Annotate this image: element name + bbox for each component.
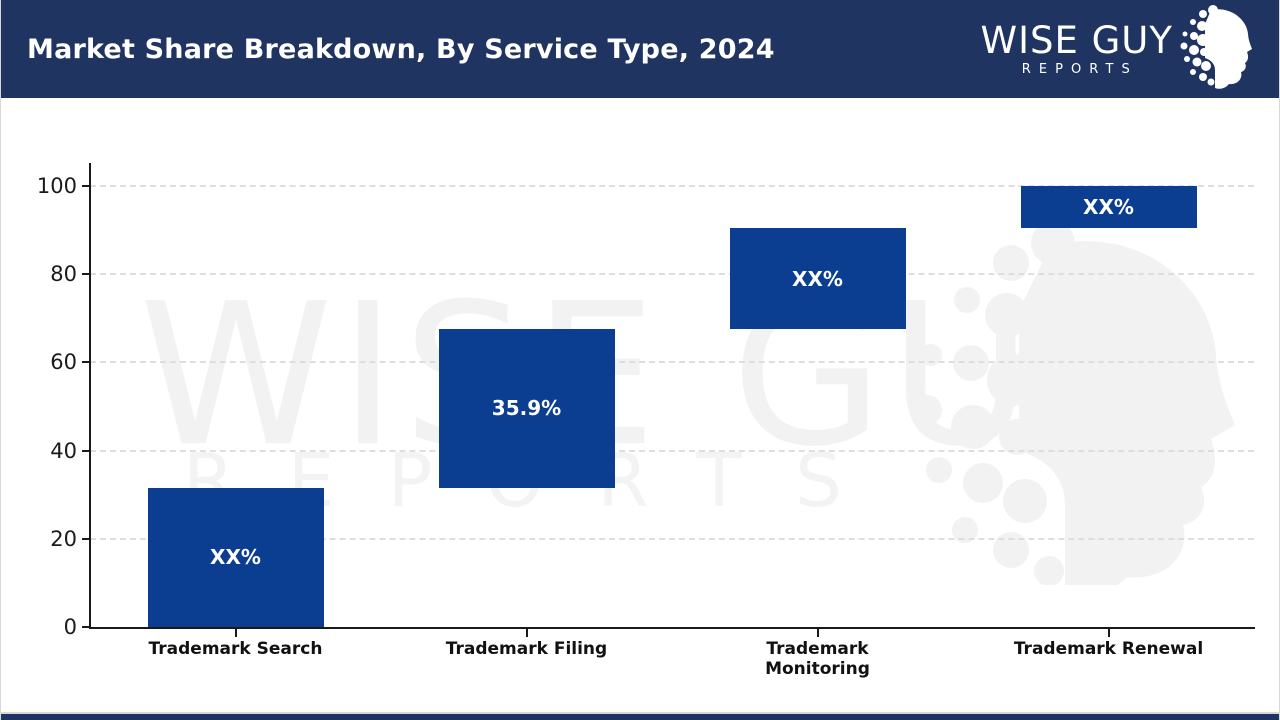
bar-trademark-renewal: XX% xyxy=(1020,186,1197,228)
gridline xyxy=(90,273,1254,276)
bar-value-label: XX% xyxy=(210,545,261,570)
logo-wordmark: WISE GUY REPORTS xyxy=(981,22,1173,76)
y-tick-mark xyxy=(82,537,90,540)
y-tick-mark xyxy=(82,185,90,187)
logo-wiseguy-text: WISE GUY xyxy=(980,19,1173,62)
y-tick-mark xyxy=(82,449,90,452)
logo: WISE GUY REPORTS xyxy=(981,4,1253,94)
x-tick-mark xyxy=(525,629,528,637)
gridline xyxy=(90,537,1254,540)
bar-trademark-filing: 35.9% xyxy=(438,329,615,488)
y-tick-label: 80 xyxy=(50,262,77,287)
y-tick-label: 20 xyxy=(50,526,77,551)
x-axis-spine xyxy=(89,627,1255,629)
footer-divider xyxy=(1,712,1279,714)
x-tick-label: Trademark Renewal xyxy=(1013,639,1204,659)
x-tick-label: Trademark Monitoring xyxy=(765,639,870,679)
x-tick-mark xyxy=(1107,629,1110,637)
watermark-head-icon xyxy=(881,215,1241,593)
bar-value-label: 35.9% xyxy=(491,396,562,421)
header-band: Market Share Breakdown, By Service Type,… xyxy=(1,0,1279,98)
bar-trademark-search: XX% xyxy=(147,487,324,627)
y-tick-label: 60 xyxy=(50,350,77,375)
x-tick-mark xyxy=(816,629,819,637)
y-tick-label: 0 xyxy=(63,615,77,639)
footer-bar xyxy=(1,714,1279,720)
gridline xyxy=(90,361,1254,364)
y-tick-mark xyxy=(82,273,90,276)
x-tick-label: Trademark Search xyxy=(148,639,323,659)
y-tick-mark xyxy=(82,361,90,364)
x-tick-label: Trademark Filing xyxy=(445,639,608,659)
page-title: Market Share Breakdown, By Service Type,… xyxy=(27,33,775,65)
bar-value-label: XX% xyxy=(1083,194,1134,219)
y-tick-label: 100 xyxy=(36,174,77,198)
bar-trademark-monitoring: XX% xyxy=(729,227,906,330)
y-tick-label: 40 xyxy=(50,438,77,463)
logo-reports-text: REPORTS xyxy=(1021,62,1138,77)
y-axis-spine xyxy=(89,163,91,629)
logo-head-icon xyxy=(1175,4,1253,94)
gridline xyxy=(90,449,1254,452)
y-tick-mark xyxy=(82,626,90,628)
bar-value-label: XX% xyxy=(792,266,843,291)
x-tick-mark xyxy=(234,629,237,637)
gridline xyxy=(90,185,1254,187)
